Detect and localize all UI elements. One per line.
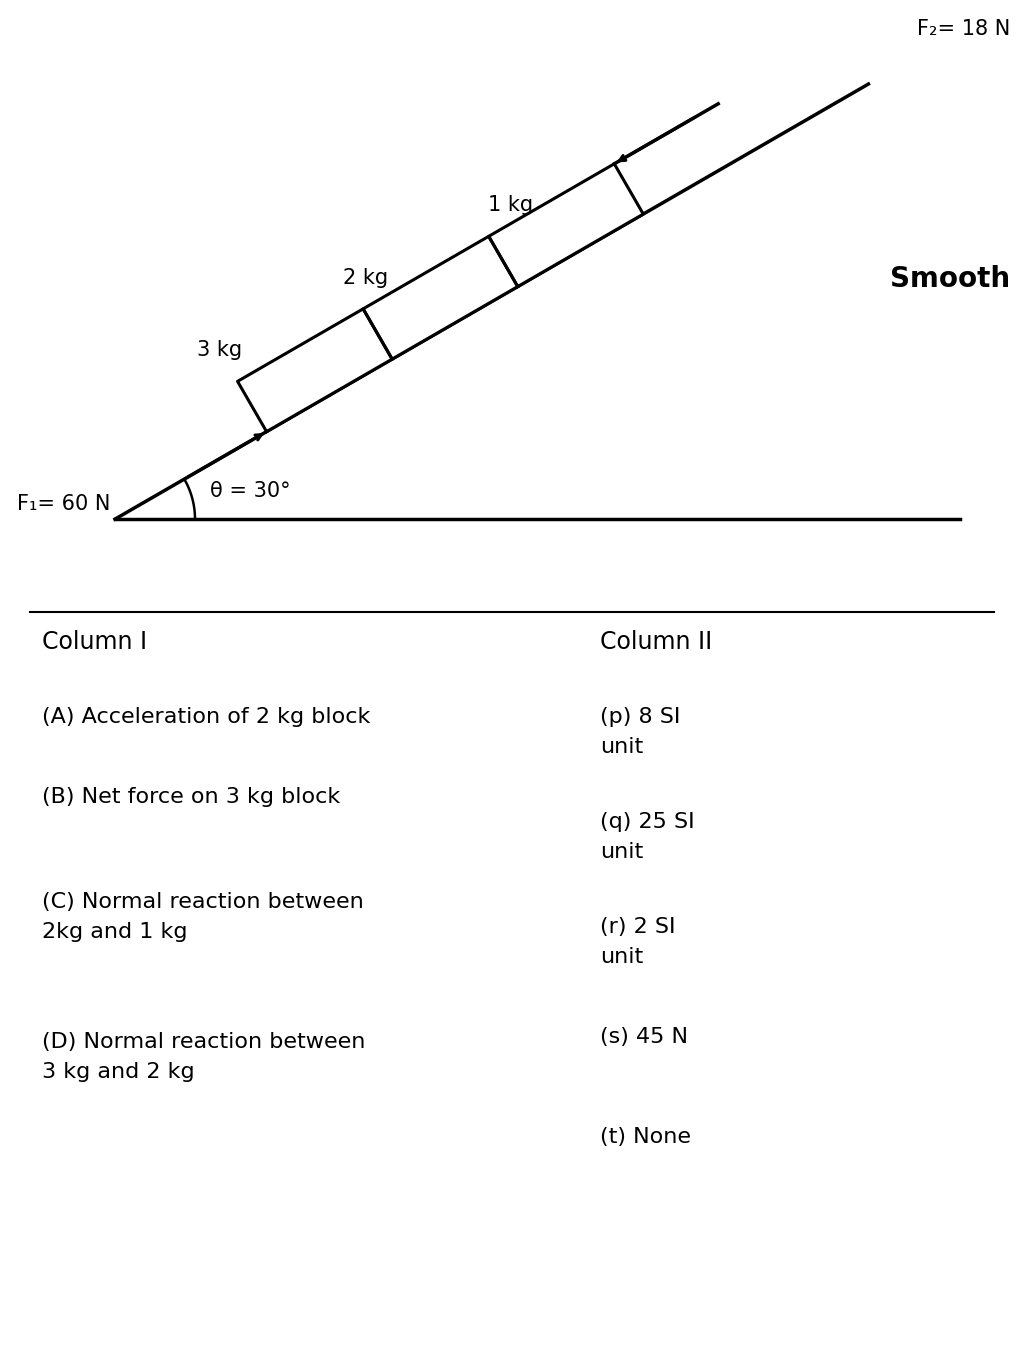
Text: F₂= 18 N: F₂= 18 N bbox=[916, 19, 1010, 40]
Text: 2 kg: 2 kg bbox=[343, 268, 388, 287]
Text: (r) 2 SI
unit: (r) 2 SI unit bbox=[600, 917, 676, 966]
Text: 1 kg: 1 kg bbox=[488, 195, 534, 215]
Polygon shape bbox=[488, 164, 643, 287]
Text: (t) None: (t) None bbox=[600, 1126, 691, 1147]
Text: (s) 45 N: (s) 45 N bbox=[600, 1027, 688, 1047]
Text: (p) 8 SI
unit: (p) 8 SI unit bbox=[600, 707, 680, 757]
Text: (A) Acceleration of 2 kg block: (A) Acceleration of 2 kg block bbox=[42, 707, 371, 727]
Text: θ = 30°: θ = 30° bbox=[210, 481, 291, 502]
Text: (D) Normal reaction between
3 kg and 2 kg: (D) Normal reaction between 3 kg and 2 k… bbox=[42, 1032, 366, 1081]
Text: Smooth: Smooth bbox=[890, 265, 1010, 293]
Text: (C) Normal reaction between
2kg and 1 kg: (C) Normal reaction between 2kg and 1 kg bbox=[42, 893, 364, 942]
Text: 3 kg: 3 kg bbox=[198, 340, 243, 361]
Polygon shape bbox=[364, 236, 518, 360]
Text: (B) Net force on 3 kg block: (B) Net force on 3 kg block bbox=[42, 787, 340, 807]
Polygon shape bbox=[238, 309, 392, 432]
Text: Column II: Column II bbox=[600, 630, 713, 655]
Text: F₁= 60 N: F₁= 60 N bbox=[16, 493, 110, 514]
Text: Column I: Column I bbox=[42, 630, 147, 655]
Text: (q) 25 SI
unit: (q) 25 SI unit bbox=[600, 812, 694, 861]
